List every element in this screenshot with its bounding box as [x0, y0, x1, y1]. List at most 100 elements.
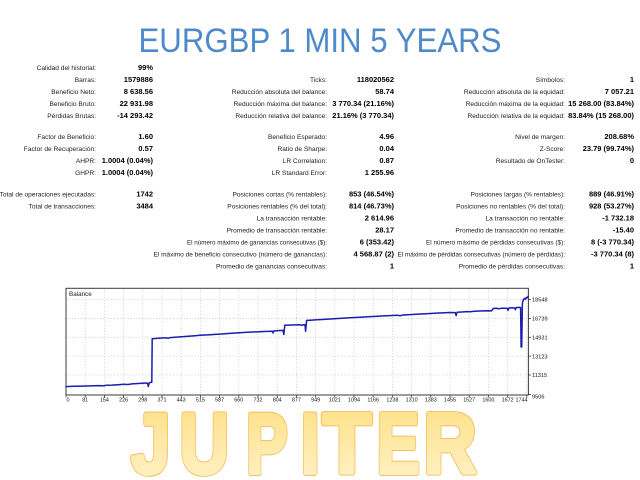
svg-text:El máximo de beneficio consecu: El máximo de beneficio consecutivo (núme… — [154, 252, 328, 259]
svg-text:Reducción absoluta del balance: Reducción absoluta del balance: — [232, 89, 327, 96]
svg-text:-14 293.42: -14 293.42 — [117, 111, 153, 120]
svg-text:Z-Score:: Z-Score: — [540, 146, 565, 153]
svg-text:1021: 1021 — [329, 398, 341, 404]
svg-text:El número máximo de ganancias: El número máximo de ganancias consecutiv… — [187, 240, 327, 247]
svg-text:118020562: 118020562 — [357, 75, 394, 84]
svg-text:889 (46.91%): 889 (46.91%) — [589, 190, 635, 199]
svg-text:Posiciones largas (% rentables: Posiciones largas (% rentables): — [470, 192, 565, 199]
svg-text:LR Standard Error:: LR Standard Error: — [272, 170, 328, 177]
svg-text:Beneficio Neto:: Beneficio Neto: — [51, 89, 96, 96]
svg-text:9506: 9506 — [532, 394, 544, 400]
svg-text:P: P — [246, 397, 288, 480]
svg-text:4 568.87 (2): 4 568.87 (2) — [354, 250, 395, 259]
svg-text:226: 226 — [119, 398, 128, 404]
svg-text:18548: 18548 — [532, 298, 548, 304]
svg-text:Promedio de transacción rentab: Promedio de transacción rentable: — [227, 228, 328, 235]
svg-text:1383: 1383 — [425, 398, 437, 404]
svg-text:E: E — [377, 397, 420, 480]
svg-text:804: 804 — [273, 398, 282, 404]
svg-text:1.0004 (0.04%): 1.0004 (0.04%) — [102, 168, 154, 177]
svg-text:0: 0 — [67, 398, 70, 404]
svg-text:Reducción máxima del balance:: Reducción máxima del balance: — [234, 101, 328, 108]
svg-text:AHPR:: AHPR: — [76, 158, 96, 165]
svg-text:Factor de Recuperación:: Factor de Recuperación: — [24, 146, 96, 153]
svg-text:11315: 11315 — [532, 373, 547, 379]
svg-text:T: T — [323, 397, 372, 480]
svg-text:-1 732.18: -1 732.18 — [602, 214, 634, 223]
svg-text:7 057.21: 7 057.21 — [605, 87, 634, 96]
svg-text:0.04: 0.04 — [379, 144, 394, 153]
svg-text:16739: 16739 — [532, 317, 548, 323]
svg-text:R: R — [424, 397, 477, 480]
svg-text:13123: 13123 — [532, 354, 548, 360]
svg-text:8 638.56: 8 638.56 — [124, 87, 153, 96]
svg-text:515: 515 — [196, 398, 205, 404]
svg-text:58.74: 58.74 — [375, 87, 395, 96]
svg-text:6 (353.42): 6 (353.42) — [360, 238, 395, 247]
svg-text:1310: 1310 — [406, 398, 418, 404]
svg-text:1238: 1238 — [386, 398, 398, 404]
svg-text:-3 770.34 (8): -3 770.34 (8) — [591, 250, 634, 259]
svg-text:U: U — [180, 397, 229, 480]
svg-text:99%: 99% — [138, 63, 153, 72]
svg-text:La transacción rentable:: La transacción rentable: — [257, 216, 328, 223]
svg-text:Posiciones cortas (% rentables: Posiciones cortas (% rentables): — [232, 192, 327, 199]
svg-text:Ratio de Sharpe:: Ratio de Sharpe: — [278, 146, 328, 153]
svg-text:0: 0 — [630, 156, 634, 165]
svg-text:E: E — [377, 397, 420, 480]
svg-text:853 (46.54%): 853 (46.54%) — [349, 190, 395, 199]
svg-text:I: I — [301, 397, 320, 480]
svg-text:1579886: 1579886 — [124, 75, 153, 84]
svg-text:Reducción relativa de la equid: Reducción relativa de la equidad: — [467, 113, 565, 120]
svg-text:14931: 14931 — [532, 335, 548, 341]
svg-text:732: 732 — [254, 398, 263, 404]
svg-text:Pérdidas Brutas:: Pérdidas Brutas: — [47, 113, 96, 120]
svg-text:Símbolos:: Símbolos: — [536, 77, 565, 84]
svg-text:15 268.00 (83.84%): 15 268.00 (83.84%) — [568, 99, 634, 108]
svg-text:P: P — [246, 397, 288, 480]
svg-text:Balance: Balance — [69, 291, 92, 298]
svg-text:1: 1 — [630, 262, 634, 271]
svg-text:LR Correlation:: LR Correlation: — [283, 158, 328, 165]
svg-text:Posiciones no rentables (% del: Posiciones no rentables (% del total): — [456, 204, 565, 211]
svg-text:1166: 1166 — [367, 398, 379, 404]
svg-text:81: 81 — [82, 398, 88, 404]
svg-text:1 255.96: 1 255.96 — [365, 168, 394, 177]
svg-text:28.17: 28.17 — [375, 226, 394, 235]
svg-text:-15.40: -15.40 — [613, 226, 634, 235]
svg-text:3 770.34 (21.16%): 3 770.34 (21.16%) — [332, 99, 394, 108]
svg-text:1: 1 — [390, 262, 394, 271]
svg-text:J: J — [131, 397, 171, 480]
svg-text:Beneficio Esperado:: Beneficio Esperado: — [268, 134, 327, 141]
svg-text:1: 1 — [630, 75, 634, 84]
svg-text:Reducción relativa del balance: Reducción relativa del balance: — [235, 113, 327, 120]
svg-text:2 614.96: 2 614.96 — [365, 214, 394, 223]
svg-text:Reducción absoluta de la equid: Reducción absoluta de la equidad: — [464, 89, 565, 96]
svg-text:587: 587 — [215, 398, 224, 404]
svg-text:Resultado de OnTester:: Resultado de OnTester: — [496, 158, 565, 165]
svg-text:1742: 1742 — [136, 190, 153, 199]
svg-text:Total de transacciones:: Total de transacciones: — [29, 204, 97, 211]
svg-text:1672: 1672 — [502, 398, 514, 404]
svg-text:J: J — [131, 397, 171, 480]
svg-text:8 (-3 770.34): 8 (-3 770.34) — [591, 238, 634, 247]
svg-text:Promedio de transacción no ren: Promedio de transacción no rentable: — [455, 228, 565, 235]
svg-text:298: 298 — [138, 398, 147, 404]
svg-text:443: 443 — [177, 398, 186, 404]
svg-text:Posiciones rentables (% del to: Posiciones rentables (% del total): — [227, 204, 327, 211]
svg-text:1527: 1527 — [463, 398, 475, 404]
svg-text:Total de operaciones ejecutada: Total de operaciones ejecutadas: — [0, 192, 96, 199]
svg-text:1094: 1094 — [348, 398, 360, 404]
svg-text:Beneficio Bruto:: Beneficio Bruto: — [49, 101, 96, 108]
svg-text:83.84% (15 268.00): 83.84% (15 268.00) — [568, 111, 634, 120]
svg-text:814 (46.73%): 814 (46.73%) — [349, 202, 395, 211]
svg-text:3484: 3484 — [136, 202, 154, 211]
svg-text:154: 154 — [100, 398, 109, 404]
svg-text:El número máximo de pérdidas c: El número máximo de pérdidas consecutiva… — [426, 240, 565, 247]
svg-text:Nivel de margen:: Nivel de margen: — [515, 134, 565, 141]
svg-text:22 931.98: 22 931.98 — [120, 99, 153, 108]
svg-text:1744: 1744 — [516, 398, 528, 404]
svg-text:1455: 1455 — [444, 398, 456, 404]
svg-text:1.0004 (0.04%): 1.0004 (0.04%) — [102, 156, 154, 165]
svg-text:Promedio de ganancias consecut: Promedio de ganancias consecutivas: — [216, 264, 327, 271]
